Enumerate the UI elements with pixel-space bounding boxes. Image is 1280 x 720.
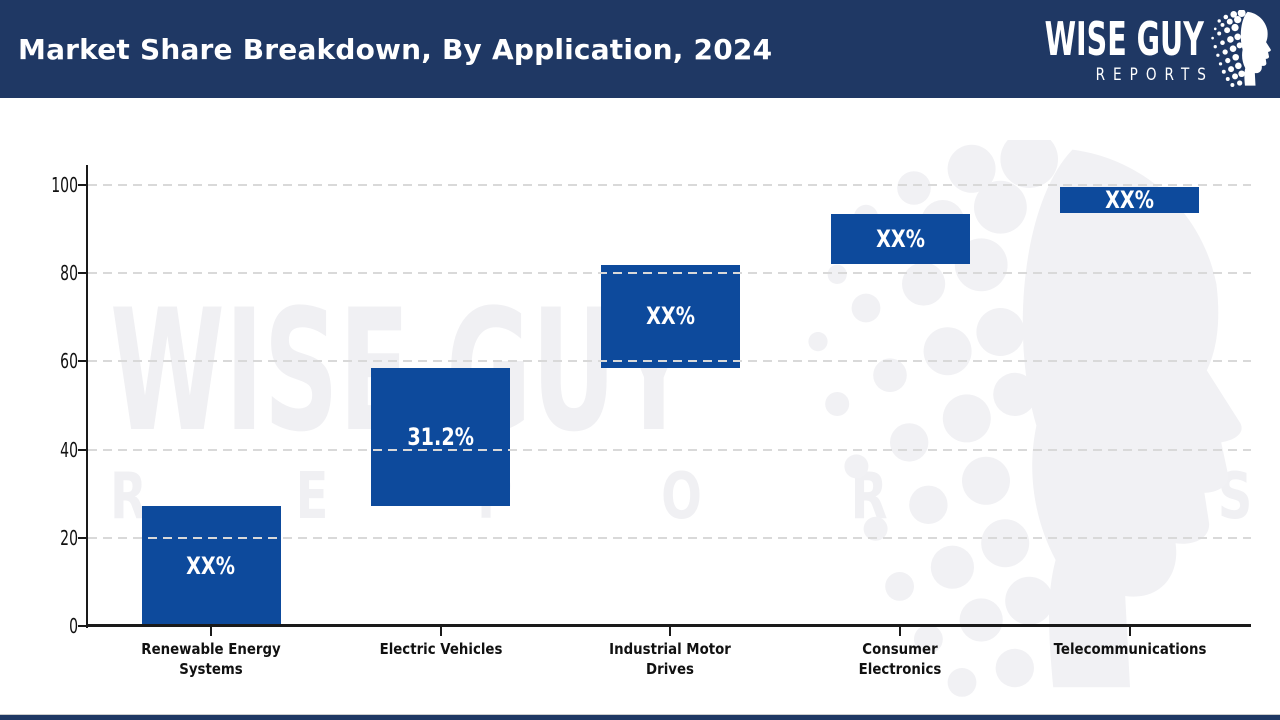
y-tick-label: 40 bbox=[60, 437, 78, 462]
x-axis-line bbox=[86, 624, 1251, 627]
waterfall-bar: XX% bbox=[1060, 185, 1200, 214]
gridline-100 bbox=[88, 184, 1251, 186]
y-tick-mark bbox=[78, 448, 88, 451]
logo-wordmark-primary: WISE GUY bbox=[1044, 11, 1204, 66]
x-category-label: Industrial Motor Drives bbox=[609, 640, 732, 679]
y-tick-mark bbox=[78, 272, 88, 275]
page-title: Market Share Breakdown, By Application, … bbox=[18, 32, 773, 66]
y-tick-mark bbox=[78, 536, 88, 539]
gridline-60 bbox=[88, 360, 1251, 363]
header: Market Share Breakdown, By Application, … bbox=[0, 0, 1280, 98]
waterfall-bar: XX% bbox=[141, 506, 281, 626]
gridline-20 bbox=[88, 536, 1251, 539]
waterfall-bar: XX% bbox=[830, 213, 970, 264]
y-tick-label: 20 bbox=[60, 525, 78, 550]
y-tick-label: 80 bbox=[60, 261, 78, 286]
logo-wordmark-secondary: REPORTS bbox=[1095, 64, 1214, 85]
wise-guy-logo: WISE GUY REPORTS bbox=[947, 8, 1272, 92]
gridline-40 bbox=[88, 448, 1251, 451]
y-tick-mark bbox=[78, 360, 88, 363]
x-tick-mark bbox=[1128, 627, 1131, 636]
y-tick-label: 100 bbox=[51, 173, 78, 197]
y-tick-label: 0 bbox=[69, 614, 78, 638]
y-axis-line bbox=[86, 165, 88, 628]
bar-value-label: XX% bbox=[186, 552, 236, 581]
x-category-label: Renewable Energy Systems bbox=[141, 640, 281, 679]
x-category-label: Consumer Electronics bbox=[858, 640, 942, 679]
x-tick-mark bbox=[439, 627, 442, 636]
x-tick-mark bbox=[210, 627, 212, 636]
waterfall-bar: XX% bbox=[600, 265, 740, 368]
y-tick-mark bbox=[78, 625, 88, 627]
x-category-label: Electric Vehicles bbox=[379, 640, 503, 658]
waterfall-chart: WISE GUY R E P O R T S 0 20 40 60 80 100 XX% Re… bbox=[0, 98, 1280, 716]
bar-value-label: 31.2% bbox=[407, 423, 474, 452]
waterfall-bar: 31.2% bbox=[371, 368, 511, 507]
x-tick-mark bbox=[899, 627, 902, 636]
gridline-80 bbox=[88, 272, 1251, 275]
y-tick-mark bbox=[78, 184, 88, 186]
bar-value-label: XX% bbox=[645, 302, 695, 331]
footer-divider bbox=[0, 714, 1280, 715]
bar-value-label: XX% bbox=[875, 224, 925, 253]
footer-bar bbox=[0, 715, 1280, 720]
x-category-label: Telecommunications bbox=[1053, 640, 1207, 658]
x-tick-mark bbox=[669, 627, 672, 636]
logo-wordmark: WISE GUY REPORTS bbox=[947, 11, 1206, 85]
bar-value-label: XX% bbox=[1105, 185, 1155, 214]
y-tick-label: 60 bbox=[60, 349, 78, 374]
